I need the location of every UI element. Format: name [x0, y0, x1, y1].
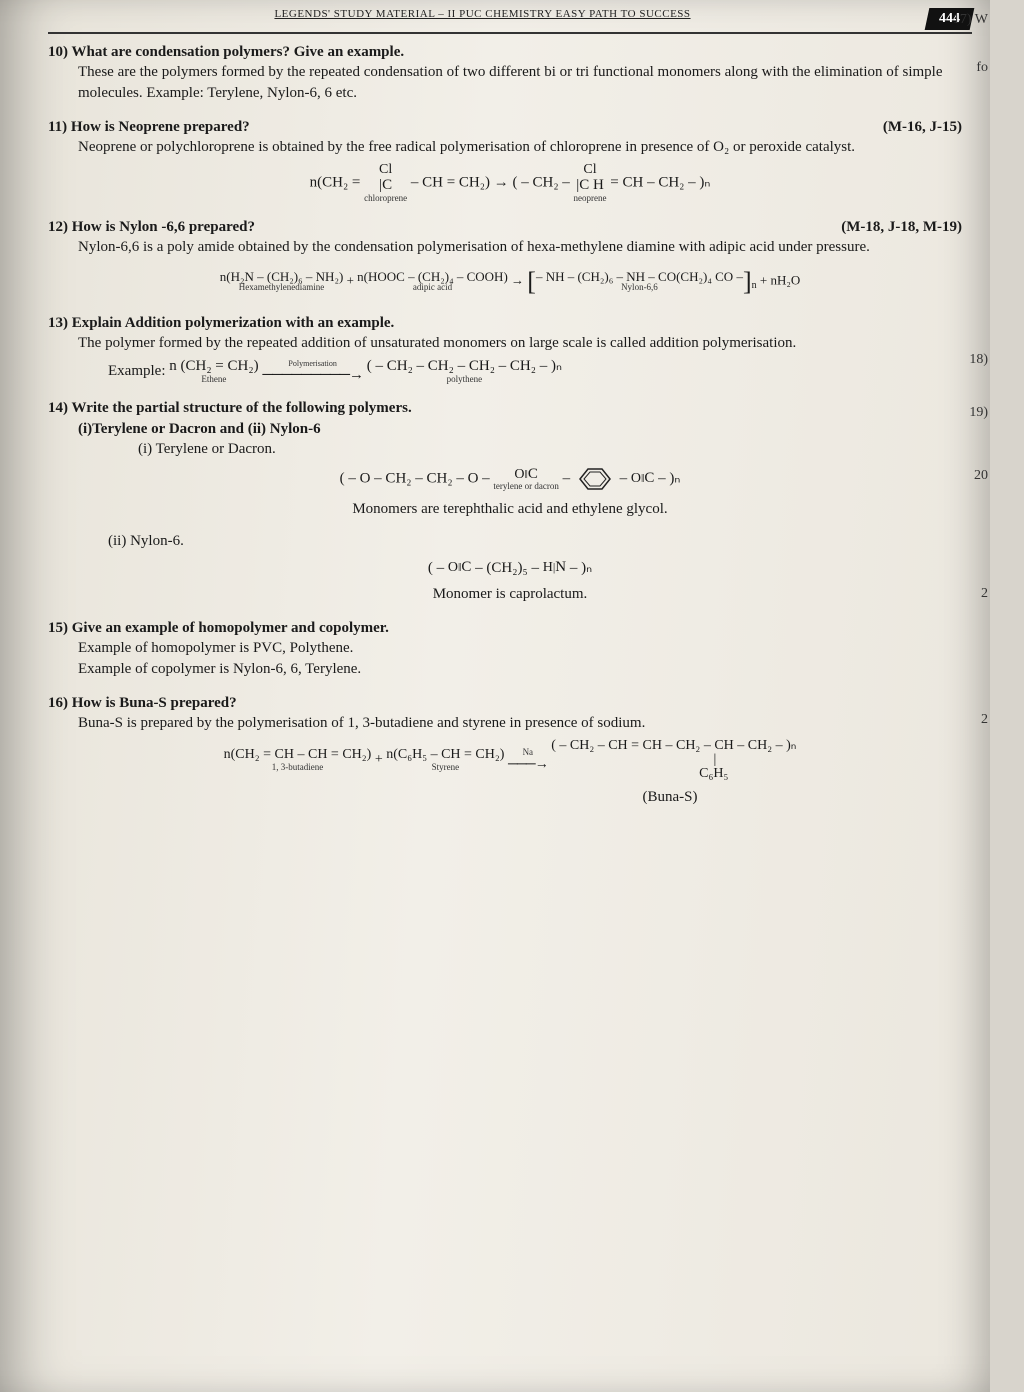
q13-formula: Example: n (CH₂ = CH₂)Ethene Polymerisat…	[48, 359, 972, 384]
margin-note: 19)	[969, 405, 988, 421]
question-15: 15) Give an example of homopolymer and c…	[48, 618, 972, 679]
q11-formula: n(CH₂ = Cl|Cchloroprene – CH = CH₂) → ( …	[48, 163, 972, 203]
q15-question: 15) Give an example of homopolymer and c…	[48, 618, 972, 638]
q14-ii-formula: ( – O‖C – (CH₂)₅ – H|N – )ₙ	[48, 558, 972, 578]
q12-answer: Nylon-6,6 is a poly amide obtained by th…	[48, 237, 972, 257]
q11-question: 11) How is Neoprene prepared?	[48, 117, 972, 137]
question-13: 13) Explain Addition polymerization with…	[48, 313, 972, 385]
q11-answer: Neoprene or polychloroprene is obtained …	[48, 137, 972, 157]
q16-answer: Buna-S is prepared by the polymerisation…	[48, 713, 972, 733]
q14-subparts: (i)Terylene or Dacron and (ii) Nylon-6	[48, 419, 972, 439]
q12-question: 12) How is Nylon -6,6 prepared?	[48, 217, 972, 237]
q15-answer-1: Example of homopolymer is PVC, Polythene…	[48, 638, 972, 658]
q14-ii-label: (ii) Nylon-6.	[48, 531, 972, 551]
textbook-page: LEGENDS' STUDY MATERIAL – II PUC CHEMIST…	[0, 0, 990, 1392]
q14-ii-note: Monomer is caprolactum.	[48, 584, 972, 604]
q10-answer: These are the polymers formed by the rep…	[48, 62, 972, 103]
question-16: 16) How is Buna-S prepared? Buna-S is pr…	[48, 693, 972, 808]
q13-answer: The polymer formed by the repeated addit…	[48, 333, 972, 353]
margin-note: fo	[976, 60, 988, 76]
margin-note: 2	[981, 586, 988, 602]
q14-i-label: (i) Terylene or Dacron.	[48, 439, 972, 459]
q16-formula: n(CH₂ = CH – CH = CH₂)1, 3-butadiene + n…	[48, 739, 972, 781]
benzene-ring-icon	[574, 465, 616, 493]
q13-question: 13) Explain Addition polymerization with…	[48, 313, 972, 333]
margin-note: 18)	[969, 352, 988, 368]
margin-note: 17) W	[953, 12, 988, 28]
question-12: (M-18, J-18, M-19) 12) How is Nylon -6,6…	[48, 217, 972, 299]
q11-reference: (M-16, J-15)	[883, 117, 962, 137]
page-header: LEGENDS' STUDY MATERIAL – II PUC CHEMIST…	[48, 8, 972, 34]
q12-formula: n(H₂N – (CH₂)₆ – NH₂)Hexamethylenediamin…	[48, 264, 972, 299]
q15-answer-2: Example of copolymer is Nylon-6, 6, Tery…	[48, 659, 972, 679]
question-10: 10) What are condensation polymers? Give…	[48, 42, 972, 103]
q16-question: 16) How is Buna-S prepared?	[48, 693, 972, 713]
question-11: (M-16, J-15) 11) How is Neoprene prepare…	[48, 117, 972, 203]
q10-question: 10) What are condensation polymers? Give…	[48, 42, 972, 62]
q14-i-formula: ( – O – CH₂ – CH₂ – O – O‖Cterylene or d…	[48, 465, 972, 493]
question-14: 14) Write the partial structure of the f…	[48, 398, 972, 604]
header-title: LEGENDS' STUDY MATERIAL – II PUC CHEMIST…	[48, 8, 917, 20]
q14-i-note: Monomers are terephthalic acid and ethyl…	[48, 499, 972, 519]
q12-reference: (M-18, J-18, M-19)	[841, 217, 962, 237]
margin-note: 20	[974, 468, 988, 484]
q16-product-name: (Buna-S)	[48, 787, 972, 807]
margin-note: 2	[981, 712, 988, 728]
q14-question: 14) Write the partial structure of the f…	[48, 398, 972, 418]
